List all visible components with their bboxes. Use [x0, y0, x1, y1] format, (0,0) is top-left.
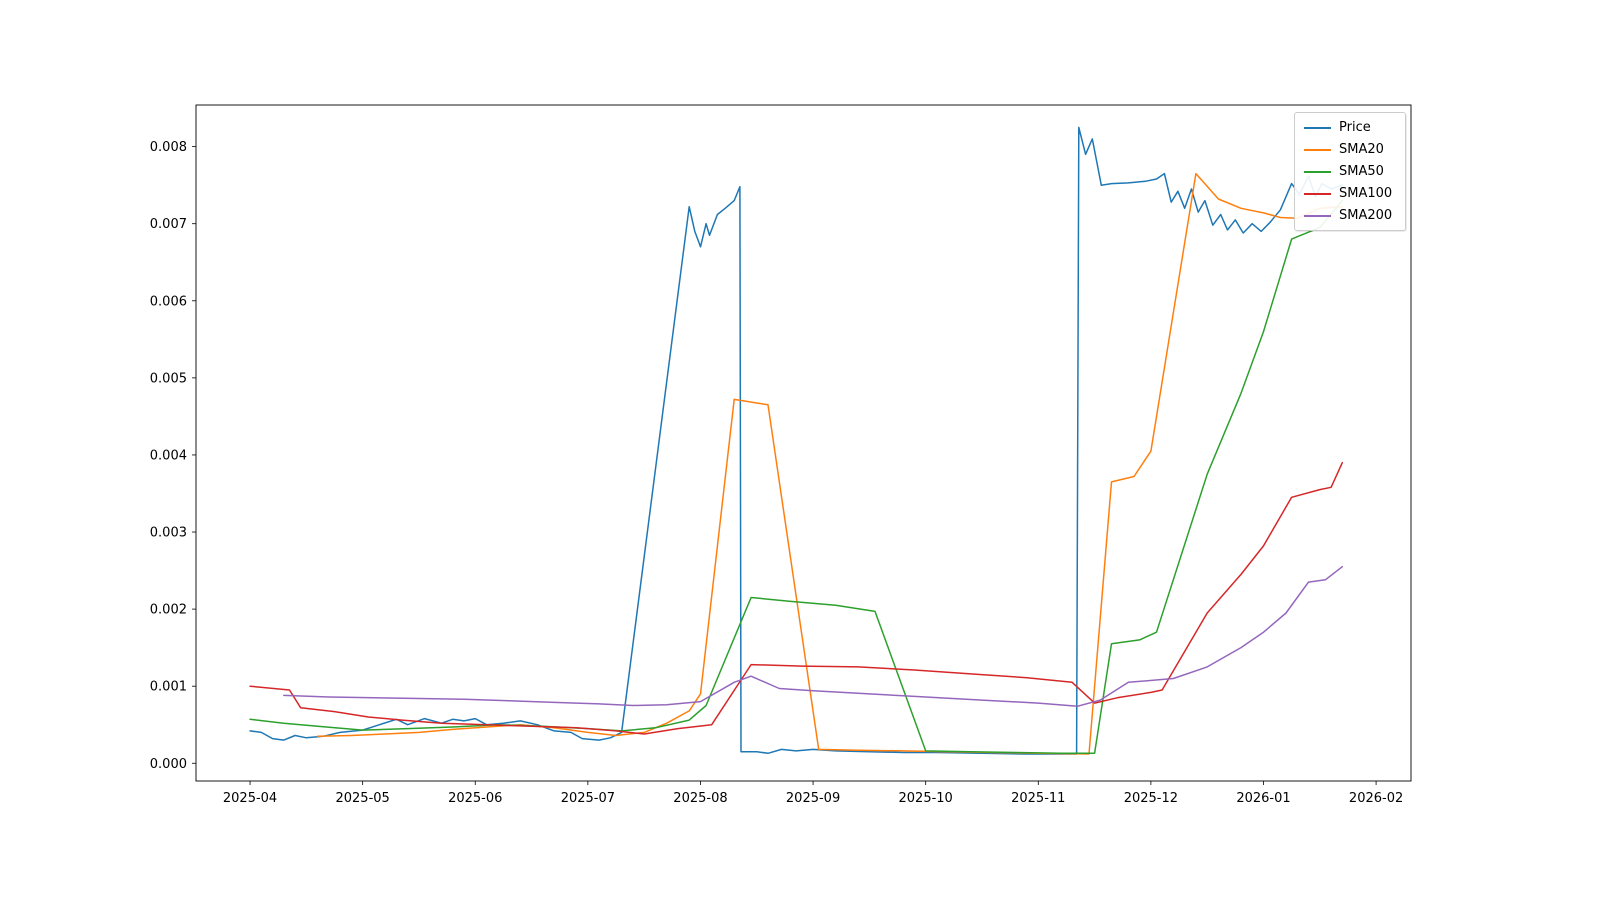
series-line-sma50	[249, 199, 1344, 755]
x-tick-label: 2025-10	[899, 791, 953, 806]
y-tick-label: 0.003	[150, 526, 187, 541]
y-tick-label: 0.005	[150, 371, 187, 386]
x-tick-label: 2026-01	[1236, 791, 1290, 806]
legend-label: Price	[1339, 120, 1371, 135]
legend: Price SMA20 SMA50 SMA100 SMA200	[1294, 112, 1406, 231]
series-line-sma200	[283, 565, 1344, 707]
x-tick-label: 2025-06	[448, 791, 502, 806]
series-line-price	[249, 126, 1344, 755]
y-tick-label: 0.007	[150, 217, 187, 232]
y-tick-label: 0.001	[150, 680, 187, 695]
x-tick-label: 2025-04	[223, 791, 277, 806]
y-tick-label: 0.008	[150, 140, 187, 155]
x-tick-label: 2025-07	[561, 791, 615, 806]
legend-swatch	[1304, 192, 1331, 195]
series-line-sma100	[249, 461, 1344, 735]
y-tick-label: 0.006	[150, 294, 187, 309]
legend-label: SMA20	[1339, 142, 1384, 157]
legend-label: SMA50	[1339, 164, 1384, 179]
x-tick-label: 2025-08	[673, 791, 727, 806]
y-tick-label: 0.000	[150, 757, 187, 772]
legend-item: Price	[1304, 120, 1396, 135]
legend-item: SMA200	[1304, 208, 1396, 223]
legend-item: SMA20	[1304, 142, 1396, 157]
legend-label: SMA200	[1339, 208, 1393, 223]
plot-border	[195, 104, 1412, 782]
legend-swatch	[1304, 148, 1331, 151]
x-tick-label: 2026-02	[1349, 791, 1403, 806]
y-tick-label: 0.004	[150, 448, 187, 463]
legend-item: SMA100	[1304, 186, 1396, 201]
y-tick-label: 0.002	[150, 603, 187, 618]
legend-label: SMA100	[1339, 186, 1393, 201]
x-tick-label: 2025-09	[786, 791, 840, 806]
legend-swatch	[1304, 170, 1331, 173]
legend-swatch	[1304, 214, 1331, 217]
legend-swatch	[1304, 126, 1331, 129]
x-tick-label: 2025-05	[335, 791, 389, 806]
x-tick-label: 2025-11	[1011, 791, 1065, 806]
x-tick-label: 2025-12	[1124, 791, 1178, 806]
legend-item: SMA50	[1304, 164, 1396, 179]
